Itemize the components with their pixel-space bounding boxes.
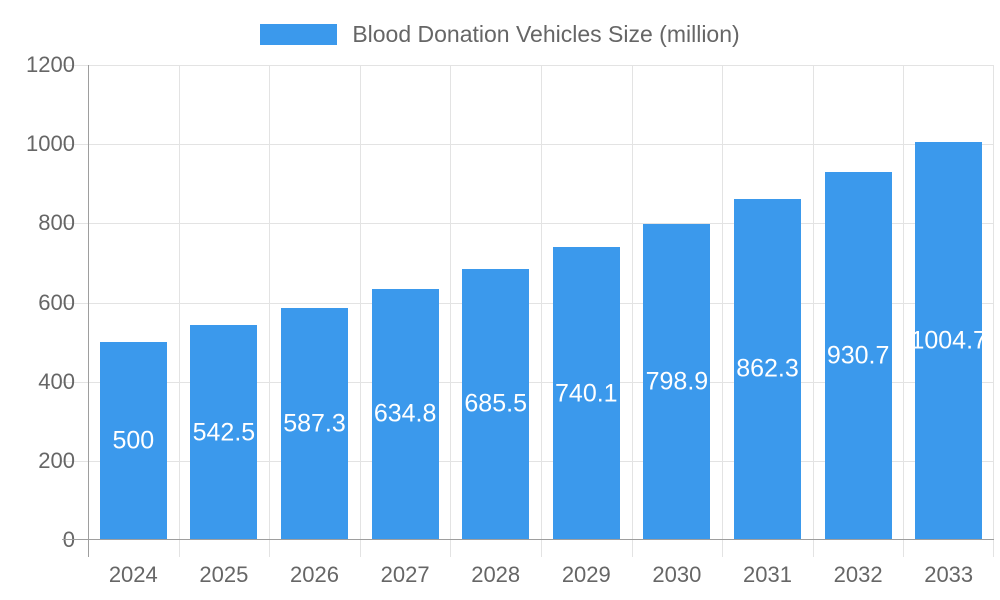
bar-value-label: 740.1 <box>555 379 618 407</box>
bar-value-label: 500 <box>112 426 155 455</box>
bar-2033[interactable]: 1004.7 <box>910 142 987 540</box>
y-axis-tick <box>62 460 88 462</box>
y-axis-tick <box>62 223 88 225</box>
x-axis-label: 2028 <box>471 562 521 587</box>
y-axis-label: 800 <box>38 210 75 236</box>
bar-2029[interactable]: 740.1 <box>552 247 620 540</box>
legend: Blood Donation Vehicles Size (million) <box>0 21 1000 48</box>
y-axis-label: 0 <box>62 527 75 552</box>
plot-area: 0 200 400 600 800 1000 1200 500 2024 542.5 2025 587… <box>26 52 994 587</box>
y-axis-label: 600 <box>38 289 75 315</box>
x-axis-label: 2026 <box>290 562 339 587</box>
gridline-vertical <box>541 65 542 540</box>
x-axis-label: 2024 <box>108 562 158 587</box>
bar-value-label: 685.5 <box>464 389 527 418</box>
y-axis-label: 1200 <box>26 52 75 77</box>
x-axis-label: 2029 <box>561 562 611 587</box>
bar-value-label: 634.8 <box>373 399 437 428</box>
x-axis-tick <box>993 540 994 557</box>
x-axis-label: 2033 <box>924 562 974 587</box>
x-axis-tick <box>812 540 814 557</box>
bar-value-label: 1004.7 <box>910 326 987 355</box>
gridline-vertical <box>722 65 724 540</box>
y-axis-tick <box>62 302 88 304</box>
x-axis-label: 2032 <box>833 562 883 587</box>
bar-value-label: 798.9 <box>645 367 709 396</box>
x-axis-tick <box>541 540 542 557</box>
bar-2031[interactable]: 862.3 <box>734 198 801 540</box>
x-axis-label: 2030 <box>652 562 702 587</box>
y-axis-tick <box>62 381 88 383</box>
gridline-vertical <box>903 65 905 540</box>
x-axis-tick <box>178 540 180 557</box>
gridline-vertical <box>269 65 271 540</box>
bar-2030[interactable]: 798.9 <box>643 223 711 540</box>
bar-value-label: 587.3 <box>283 409 346 438</box>
y-axis-label: 200 <box>38 447 75 473</box>
bar-2025[interactable]: 542.5 <box>190 325 258 540</box>
x-axis-label: 2027 <box>380 562 430 587</box>
y-axis-line <box>88 65 89 557</box>
bar-value-label: 862.3 <box>736 354 799 383</box>
bar-value-label: 542.5 <box>192 418 256 447</box>
x-axis-tick <box>450 540 452 557</box>
bar-2032[interactable]: 930.7 <box>824 171 892 540</box>
x-axis-label: 2031 <box>743 562 792 587</box>
bar-2027[interactable]: 634.8 <box>371 288 439 540</box>
x-axis-tick <box>359 540 361 557</box>
x-axis-tick <box>903 540 905 557</box>
y-axis-label: 1000 <box>26 131 75 157</box>
bar-2024[interactable]: 500 <box>99 342 167 540</box>
gridline-vertical <box>178 65 180 540</box>
legend-swatch <box>260 24 338 45</box>
bar-2028[interactable]: 685.5 <box>462 268 530 540</box>
y-axis-tick <box>62 144 88 146</box>
bar-2026[interactable]: 587.3 <box>281 307 348 540</box>
x-axis-label: 2025 <box>199 562 249 587</box>
x-axis-baseline <box>62 539 994 540</box>
y-axis-tick <box>62 65 88 66</box>
x-axis-tick <box>631 540 633 557</box>
legend-label: Blood Donation Vehicles Size (million) <box>352 21 740 47</box>
gridline-vertical <box>812 65 814 540</box>
x-axis-tick <box>269 540 271 557</box>
gridline-vertical <box>450 65 452 540</box>
x-axis-tick <box>722 540 724 557</box>
gridline-vertical <box>359 65 361 540</box>
gridline-vertical <box>993 65 994 540</box>
y-axis-label: 400 <box>38 368 75 394</box>
bar-value-label: 930.7 <box>826 341 890 370</box>
gridline-vertical <box>631 65 633 540</box>
